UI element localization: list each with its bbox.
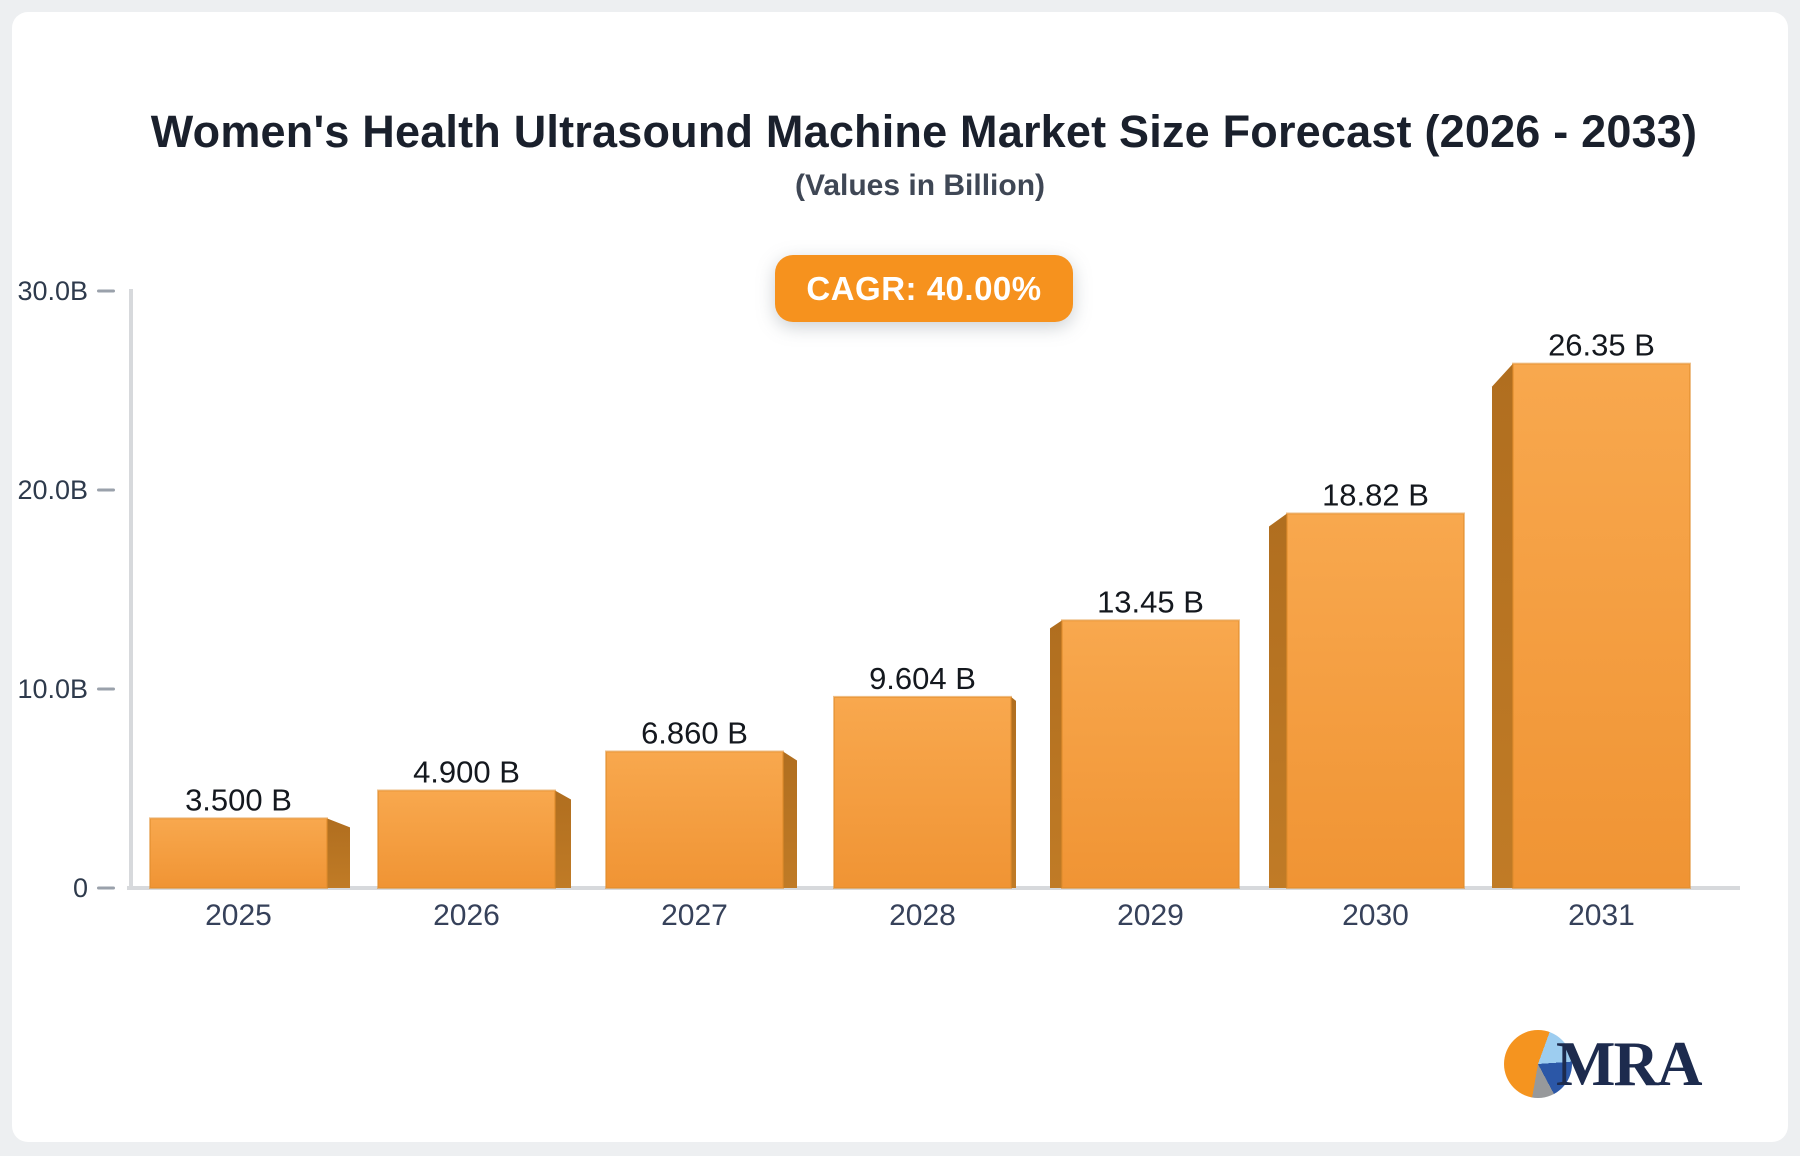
y-tick-label-30.0B: 30.0B xyxy=(17,276,88,306)
x-category-label-2031: 2031 xyxy=(1568,899,1635,932)
bar-side-2028 xyxy=(1011,696,1016,888)
bar-2026 xyxy=(377,789,556,889)
value-label-2031: 26.35 B xyxy=(1548,328,1655,363)
bar-side-2029 xyxy=(1050,620,1062,888)
y-axis-line xyxy=(129,289,133,890)
y-tick-label-10.0B: 10.0B xyxy=(17,674,88,704)
x-category-label-2029: 2029 xyxy=(1117,899,1184,932)
y-tick-30.0B xyxy=(97,289,115,293)
bar-2030 xyxy=(1286,512,1465,889)
value-label-2028: 9.604 B xyxy=(869,661,976,696)
x-category-label-2025: 2025 xyxy=(205,899,272,932)
bar-side-2031 xyxy=(1492,363,1513,888)
y-tick-0 xyxy=(97,886,115,890)
bar-2028 xyxy=(833,695,1012,889)
bar-side-2030 xyxy=(1269,513,1287,888)
chart-title: Women's Health Ultrasound Machine Market… xyxy=(150,106,1698,157)
y-tick-label-0: 0 xyxy=(73,873,88,903)
chart-subtitle: (Values in Billion) xyxy=(794,169,1046,202)
y-tick-10.0B xyxy=(97,687,115,691)
bar-2025 xyxy=(149,817,328,889)
y-tick-20.0B xyxy=(97,488,115,492)
brand-logo: MRA xyxy=(1504,1028,1702,1099)
bar-side-2026 xyxy=(555,790,571,888)
x-category-label-2030: 2030 xyxy=(1342,899,1409,932)
bar-side-2025 xyxy=(327,818,350,888)
bar-side-2027 xyxy=(783,751,797,888)
cagr-badge: CAGR: 40.00% xyxy=(775,255,1073,322)
bar-2029 xyxy=(1061,619,1240,889)
value-label-2026: 4.900 B xyxy=(413,754,520,789)
y-tick-label-20.0B: 20.0B xyxy=(17,475,88,505)
x-category-label-2028: 2028 xyxy=(889,899,956,932)
bar-2031 xyxy=(1512,362,1691,889)
pie-chart-logo-icon xyxy=(1504,1030,1572,1098)
value-label-2027: 6.860 B xyxy=(641,715,748,750)
bar-2027 xyxy=(605,750,784,890)
value-label-2029: 13.45 B xyxy=(1097,584,1204,619)
cagr-badge-label: CAGR: 40.00% xyxy=(806,269,1042,307)
x-category-label-2027: 2027 xyxy=(661,899,728,932)
value-label-2025: 3.500 B xyxy=(185,782,292,817)
value-label-2030: 18.82 B xyxy=(1322,477,1429,512)
x-category-label-2026: 2026 xyxy=(433,899,500,932)
brand-logo-text: MRA xyxy=(1556,1028,1702,1099)
